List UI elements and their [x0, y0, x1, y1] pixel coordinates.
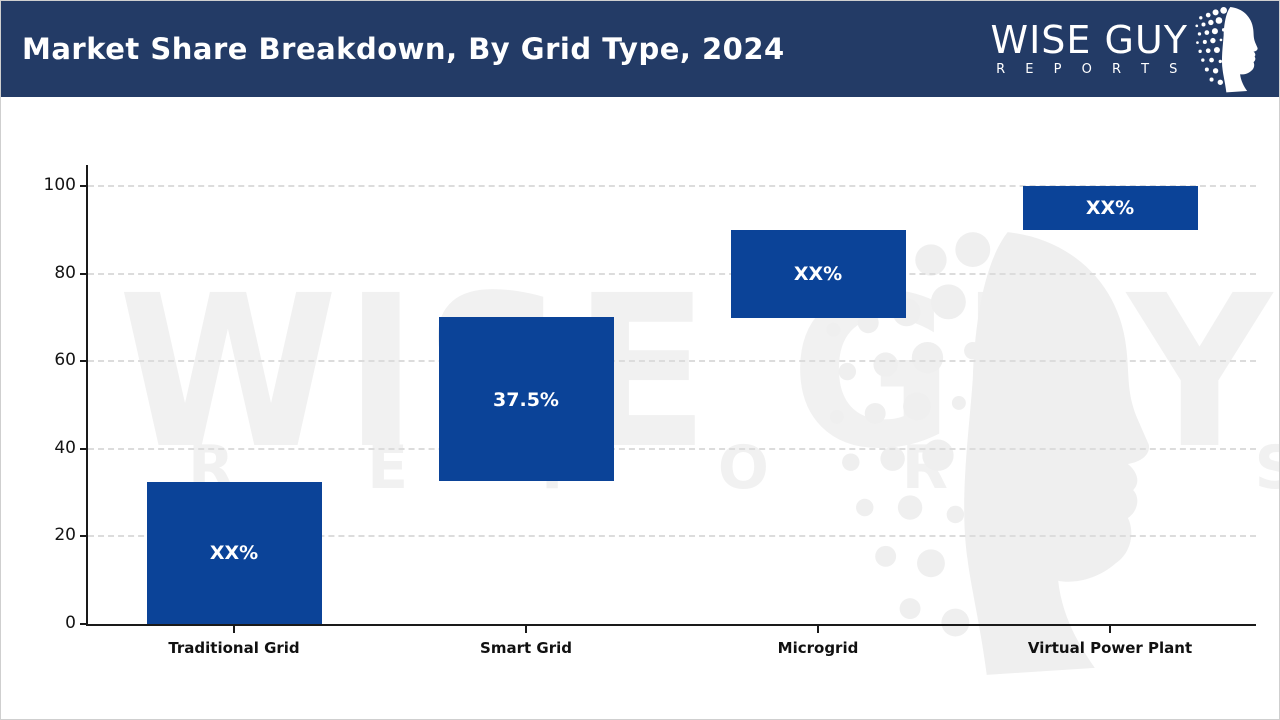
- brand-logo-text: WISE GUY R E P O R T S: [991, 21, 1188, 76]
- x-tick-label-3: Virtual Power Plant: [1027, 639, 1193, 657]
- y-tick-label-0: 0: [65, 613, 76, 633]
- x-tick-1: [525, 626, 527, 633]
- gridline-40: [88, 447, 1256, 450]
- y-tick-100: [80, 185, 88, 187]
- y-tick-20: [80, 535, 88, 538]
- y-tick-60: [80, 360, 88, 363]
- bar-3: [1023, 186, 1198, 230]
- y-axis-line: [86, 165, 88, 626]
- y-tick-label-100: 100: [43, 175, 76, 195]
- bar-2: [731, 230, 906, 318]
- brand-name: WISE GUY: [990, 18, 1188, 62]
- x-tick-label-0: Traditional Grid: [168, 639, 300, 657]
- bar-value-label-1: 37.5%: [493, 388, 559, 411]
- x-tick-label-2: Microgrid: [777, 639, 859, 657]
- y-tick-label-20: 20: [54, 525, 76, 546]
- x-axis-line: [86, 624, 1256, 626]
- page-title: Market Share Breakdown, By Grid Type, 20…: [22, 31, 785, 66]
- brand-subname: R E P O R T S: [996, 62, 1186, 77]
- y-tick-label-80: 80: [54, 262, 76, 283]
- y-tick-label-60: 60: [54, 350, 76, 371]
- bar-1: [439, 317, 614, 481]
- x-tick-2: [817, 626, 819, 633]
- y-tick-label-40: 40: [54, 437, 76, 458]
- brand-logo: WISE GUY R E P O R T S: [991, 5, 1270, 93]
- x-tick-3: [1109, 626, 1111, 633]
- bar-value-label-2: XX%: [793, 262, 843, 285]
- gridline-60: [88, 360, 1256, 363]
- bar-value-label-3: XX%: [1085, 196, 1135, 219]
- x-tick-0: [233, 626, 235, 633]
- y-tick-80: [80, 272, 88, 275]
- bar-value-label-0: XX%: [209, 541, 259, 564]
- x-tick-label-1: Smart Grid: [480, 639, 572, 657]
- gridline-100: [88, 185, 1256, 187]
- gridline-20: [88, 535, 1256, 538]
- gridline-80: [88, 272, 1256, 275]
- y-tick-0: [80, 623, 88, 625]
- wiseguy-head-logo-icon: [1195, 6, 1258, 92]
- header-bar: Market Share Breakdown, By Grid Type, 20…: [0, 0, 1280, 97]
- y-tick-40: [80, 447, 88, 450]
- bar-0: [147, 482, 322, 624]
